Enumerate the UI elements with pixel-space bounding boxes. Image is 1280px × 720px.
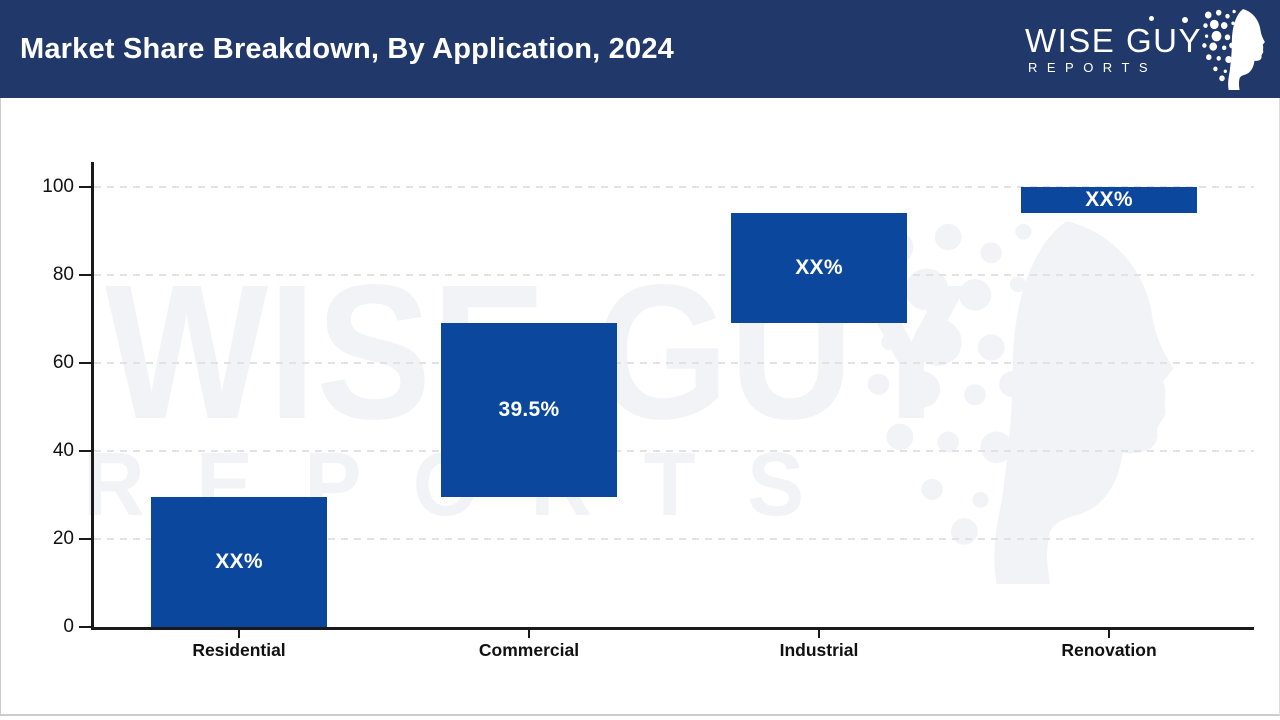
y-tick-label: 0 [63, 616, 74, 637]
chart-body: WISE GUY REPORTS 020406080100XX%Resident… [0, 98, 1280, 716]
bar-value-label: XX% [795, 256, 843, 280]
y-tick-mark [79, 538, 91, 540]
y-tick-mark [79, 274, 91, 276]
wise-guy-logo: WISE GUY REPORTS [1025, 8, 1266, 90]
category-label: Commercial [478, 640, 580, 660]
logo-wordmark: WISE GUY [1024, 16, 1202, 59]
category-label: Residential [192, 640, 286, 660]
x-tick-mark [818, 628, 820, 638]
category-label: Industrial [779, 640, 859, 660]
logo-text: WISE GUY REPORTS [1024, 16, 1202, 75]
logo-subtitle: REPORTS [1027, 60, 1158, 75]
y-tick-label: 20 [52, 528, 74, 549]
category-label: Renovation [1061, 640, 1157, 660]
bar-renovation: XX% [1021, 187, 1197, 214]
gridline-60 [94, 362, 1254, 364]
bar-industrial: XX% [731, 213, 907, 324]
y-tick-label: 60 [52, 352, 74, 373]
y-tick-mark [79, 626, 91, 628]
bar-value-label: XX% [1085, 188, 1133, 212]
gridline-20 [94, 538, 1254, 540]
y-tick-label: 100 [42, 176, 74, 197]
y-tick-mark [79, 362, 91, 364]
y-tick-mark [79, 186, 91, 188]
gridline-100 [94, 186, 1254, 188]
x-tick-mark [1108, 628, 1110, 638]
chart-header: Market Share Breakdown, By Application, … [0, 0, 1280, 98]
gridline-40 [94, 450, 1254, 452]
bar-value-label: 39.5% [498, 398, 560, 422]
gridline-80 [94, 274, 1254, 276]
y-tick-mark [79, 450, 91, 452]
bar-residential: XX% [151, 497, 327, 627]
x-tick-mark [528, 628, 530, 638]
logo-head-icon [1202, 9, 1265, 90]
x-tick-mark [238, 628, 240, 638]
bar-commercial: 39.5% [441, 323, 617, 498]
y-tick-label: 80 [52, 264, 74, 285]
y-tick-label: 40 [52, 440, 74, 461]
bar-value-label: XX% [215, 550, 263, 574]
plot-area: 0 20 40 60 80 100 XX% Residential 39.5% Commercia… [42, 162, 1254, 660]
page-title: Market Share Breakdown, By Application, … [20, 32, 674, 65]
